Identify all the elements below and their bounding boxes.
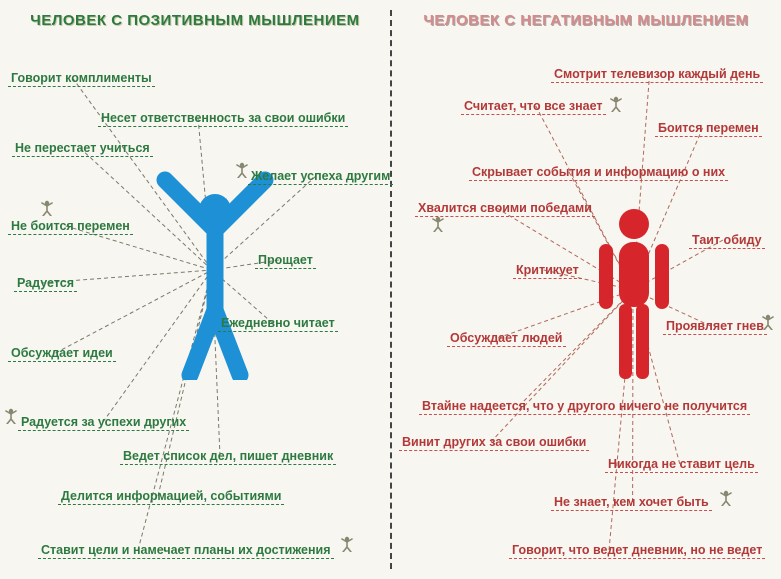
- positive-figure-icon: [150, 170, 280, 380]
- left-trait-label: Не перестает учиться: [12, 140, 153, 157]
- right-trait-label: Таит обиду: [689, 232, 765, 249]
- left-trait-label: Прощает: [255, 252, 316, 269]
- runner-icon: [235, 162, 249, 178]
- left-trait-label: Радуется: [14, 275, 77, 292]
- right-trait-label: Скрывает события и информацию о них: [469, 164, 728, 181]
- left-trait-label: Желает успеха другим: [248, 168, 393, 185]
- left-trait-label: Обсуждает идеи: [8, 345, 116, 362]
- right-trait-label: Боится перемен: [655, 120, 762, 137]
- right-trait-label: Смотрит телевизор каждый день: [551, 66, 763, 83]
- right-trait-label: Не знает, кем хочет быть: [551, 494, 712, 511]
- runner-icon: [4, 408, 18, 424]
- right-trait-label: Считает, что все знает: [461, 98, 606, 115]
- left-trait-label: Ставит цели и намечает планы их достижен…: [38, 542, 334, 559]
- left-trait-label: Не боится перемен: [8, 218, 133, 235]
- right-trait-label: Винит других за свои ошибки: [399, 434, 589, 451]
- right-trait-label: Обсуждает людей: [447, 330, 566, 347]
- positive-title: ЧЕЛОВЕК С ПОЗИТИВНЫМ МЫШЛЕНИЕМ: [0, 12, 390, 29]
- runner-icon: [431, 216, 445, 232]
- runner-icon: [40, 200, 54, 216]
- right-trait-label: Критикует: [513, 262, 582, 279]
- right-trait-label: Проявляет гнев: [663, 318, 767, 335]
- right-trait-label: Говорит, что ведет дневник, но не ведет: [509, 542, 765, 559]
- left-trait-label: Говорит комплименты: [8, 70, 155, 87]
- right-trait-label: Хвалится своими победами: [415, 200, 595, 217]
- left-trait-label: Делится информацией, событиями: [58, 488, 284, 505]
- negative-title: ЧЕЛОВЕК С НЕГАТИВНЫМ МЫШЛЕНИЕМ: [391, 12, 781, 29]
- positive-panel: ЧЕЛОВЕК С ПОЗИТИВНЫМ МЫШЛЕНИЕМ Говорит к…: [0, 0, 390, 579]
- runner-icon: [761, 314, 775, 330]
- runner-icon: [719, 490, 733, 506]
- right-trait-label: Никогда не ставит цель: [605, 456, 758, 473]
- left-trait-label: Радуется за успехи других: [18, 414, 189, 431]
- runner-icon: [609, 96, 623, 112]
- left-trait-label: Ежедневно читает: [218, 315, 338, 332]
- right-trait-label: Втайне надеется, что у другого ничего не…: [419, 398, 750, 415]
- left-trait-label: Ведет список дел, пишет дневник: [120, 448, 336, 465]
- negative-panel: ЧЕЛОВЕК С НЕГАТИВНЫМ МЫШЛЕНИЕМ Смотрит т…: [391, 0, 781, 579]
- left-trait-label: Несет ответственность за свои ошибки: [98, 110, 348, 127]
- negative-figure-icon: [589, 204, 679, 384]
- runner-icon: [340, 536, 354, 552]
